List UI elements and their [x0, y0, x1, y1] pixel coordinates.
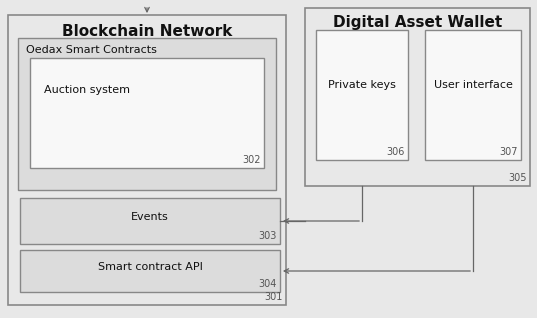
- Bar: [30, 58, 264, 168]
- Bar: [20, 250, 280, 292]
- Text: 304: 304: [259, 279, 277, 289]
- Text: Blockchain Network: Blockchain Network: [62, 24, 232, 38]
- Bar: [316, 30, 408, 160]
- Text: Digital Asset Wallet: Digital Asset Wallet: [333, 15, 502, 30]
- Text: Smart contract API: Smart contract API: [98, 262, 202, 272]
- Bar: [425, 30, 521, 160]
- Text: Private keys: Private keys: [328, 80, 396, 90]
- Text: User interface: User interface: [433, 80, 512, 90]
- Text: 302: 302: [243, 155, 261, 165]
- Text: 307: 307: [499, 147, 518, 157]
- Text: 306: 306: [387, 147, 405, 157]
- Text: Events: Events: [131, 212, 169, 222]
- Bar: [8, 15, 286, 305]
- Text: Auction system: Auction system: [44, 85, 130, 95]
- Text: 305: 305: [509, 173, 527, 183]
- Text: 301: 301: [265, 292, 283, 302]
- Text: 303: 303: [259, 231, 277, 241]
- Bar: [20, 198, 280, 244]
- Bar: [305, 8, 530, 186]
- Bar: [18, 38, 276, 190]
- Text: Oedax Smart Contracts: Oedax Smart Contracts: [26, 45, 157, 55]
